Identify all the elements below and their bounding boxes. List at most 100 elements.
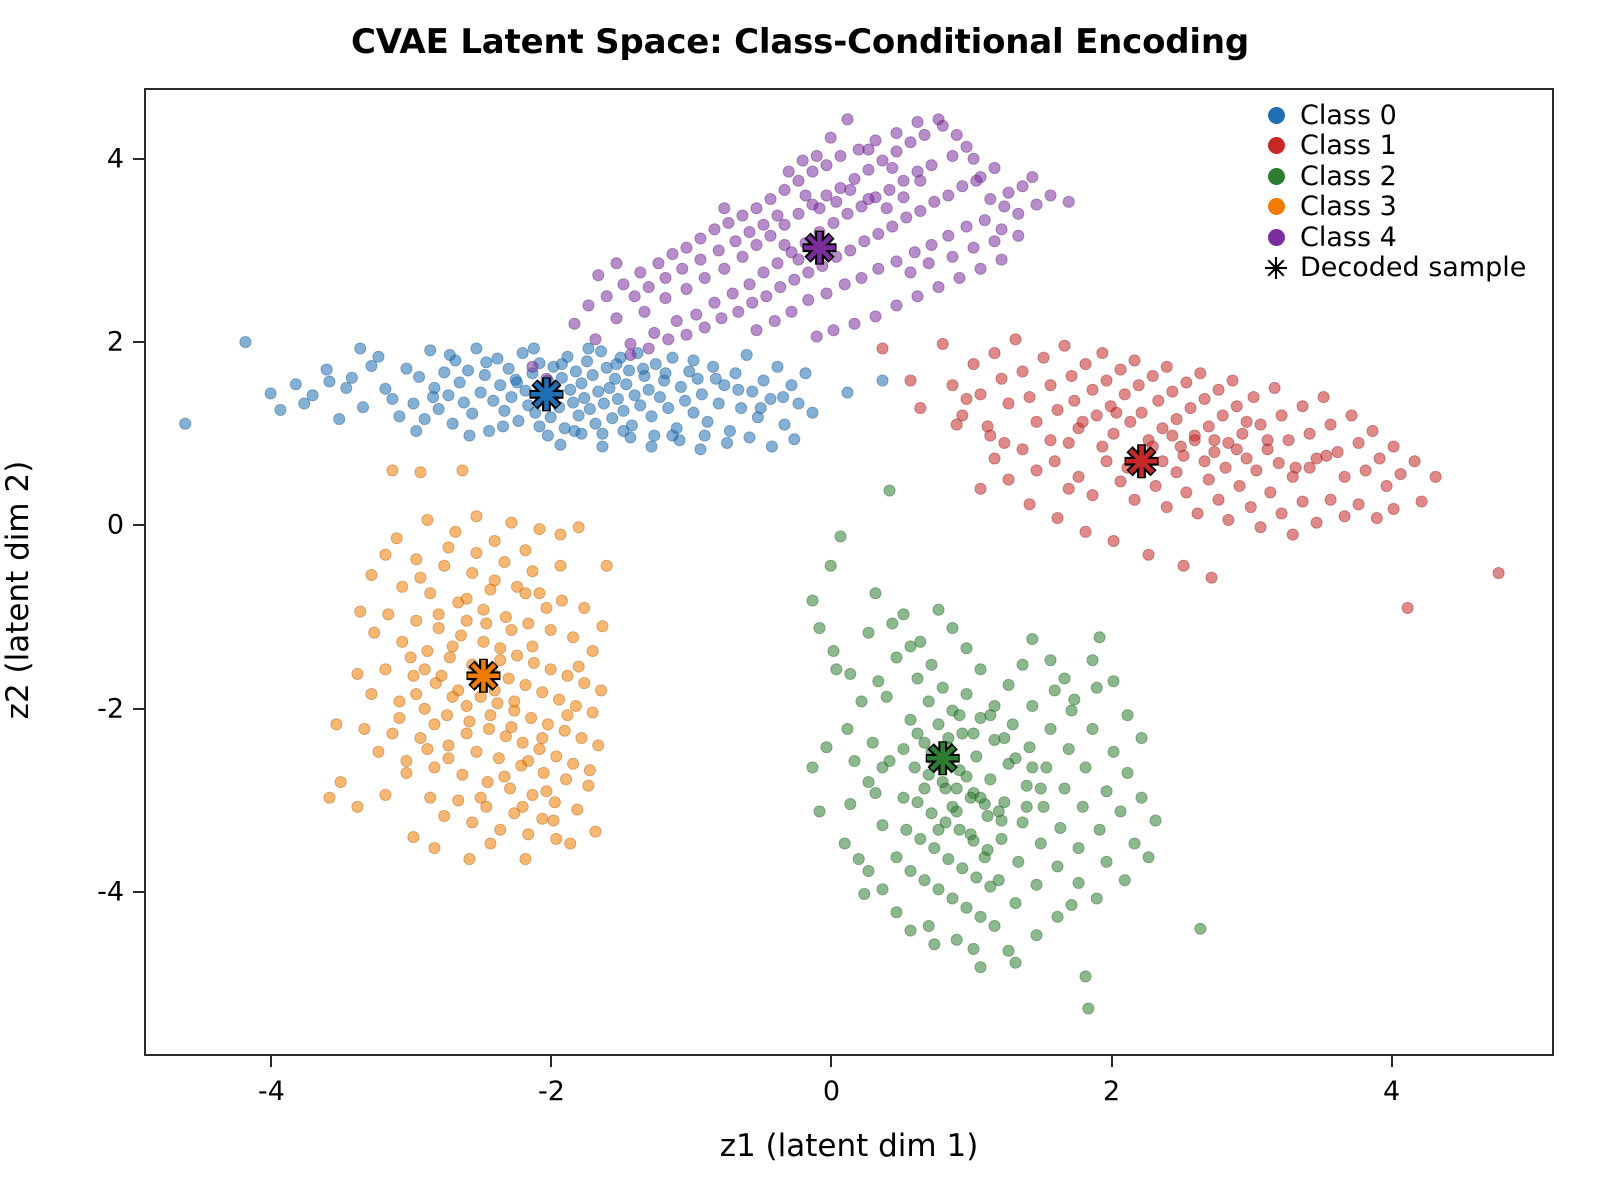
data-point [1142,851,1155,864]
data-point [390,532,403,545]
data-point [1296,495,1309,508]
data-point [956,409,969,422]
data-point [379,663,392,676]
data-point [953,271,966,284]
data-point [904,640,917,653]
data-point [872,675,885,688]
data-point [609,372,622,385]
data-point [988,161,1001,174]
data-point [484,709,497,722]
data-point [442,739,455,752]
data-point [578,391,591,405]
data-point [544,411,557,424]
data-point [1240,415,1253,428]
data-point [524,711,538,724]
data-point [914,832,927,845]
data-point [974,262,987,275]
data-point [496,420,510,433]
data-point [589,333,602,346]
data-point [1082,1002,1095,1015]
data-point [1121,709,1134,722]
data-point [946,892,959,905]
data-point [691,372,704,385]
legend-label: Class 2 [1300,160,1397,192]
data-point [610,312,623,325]
data-point [928,195,941,208]
legend-dot-3 [1267,198,1285,216]
data-point [516,736,529,749]
legend-color-dot [1258,167,1294,185]
data-point [494,379,507,392]
data-point [1247,391,1260,404]
data-point [740,348,753,361]
legend-item-2[interactable]: Class 2 [1258,161,1528,192]
data-point [404,651,417,664]
data-point [356,401,370,414]
x-tick-mark [550,1056,553,1067]
data-point [274,403,287,416]
data-point [1107,427,1120,440]
data-point [460,727,473,740]
legend-item-5[interactable]: Decoded sample [1258,252,1528,283]
data-point [446,690,459,703]
data-point [1177,559,1190,572]
data-point [526,360,539,373]
data-point [1096,440,1109,453]
data-point [848,754,861,768]
legend-item-0[interactable]: Class 0 [1258,100,1528,131]
legend-item-3[interactable]: Class 3 [1258,191,1528,222]
x-tick-label: 2 [1102,1076,1121,1107]
data-point [568,317,581,330]
data-point [1194,367,1207,380]
data-point [1244,501,1257,514]
data-point [1401,601,1414,614]
data-point [595,345,608,358]
data-point [890,145,903,158]
data-point [1079,358,1092,371]
data-point [653,391,666,404]
data-point [914,174,927,187]
y-tick-label: 0 [106,509,124,541]
data-point [393,410,406,423]
data-point [547,814,560,827]
data-point [407,831,420,844]
data-point [897,191,910,204]
data-point [914,204,927,218]
data-point [946,250,959,263]
data-point [1219,461,1232,474]
data-point [827,216,840,229]
data-point [1212,493,1225,506]
data-point [918,736,931,749]
decoded-sample-marker [466,658,501,693]
data-point [586,644,599,658]
data-point [946,800,959,813]
legend-item-4[interactable]: Class 4 [1258,222,1528,253]
data-point [834,149,847,163]
data-point [1233,479,1246,493]
data-point [813,202,826,215]
data-point [428,718,441,731]
data-point [567,757,580,770]
data-point [1044,189,1057,202]
data-point [499,611,512,624]
data-point [502,362,515,375]
data-point [492,752,505,765]
data-point [1051,512,1064,525]
data-point [960,220,973,233]
data-point [1044,654,1057,667]
data-point [1240,452,1253,465]
data-point [1030,198,1043,211]
data-point [505,623,518,636]
data-point [572,409,585,422]
data-point [1180,376,1193,389]
data-point [1072,470,1085,483]
data-point [466,407,479,420]
data-point [1160,360,1173,373]
legend-item-1[interactable]: Class 1 [1258,130,1528,161]
data-point [1275,409,1288,422]
data-point [522,754,535,768]
data-point [642,281,655,294]
data-point [1002,473,1015,486]
data-point [760,290,773,303]
x-tick-mark [830,1056,833,1067]
